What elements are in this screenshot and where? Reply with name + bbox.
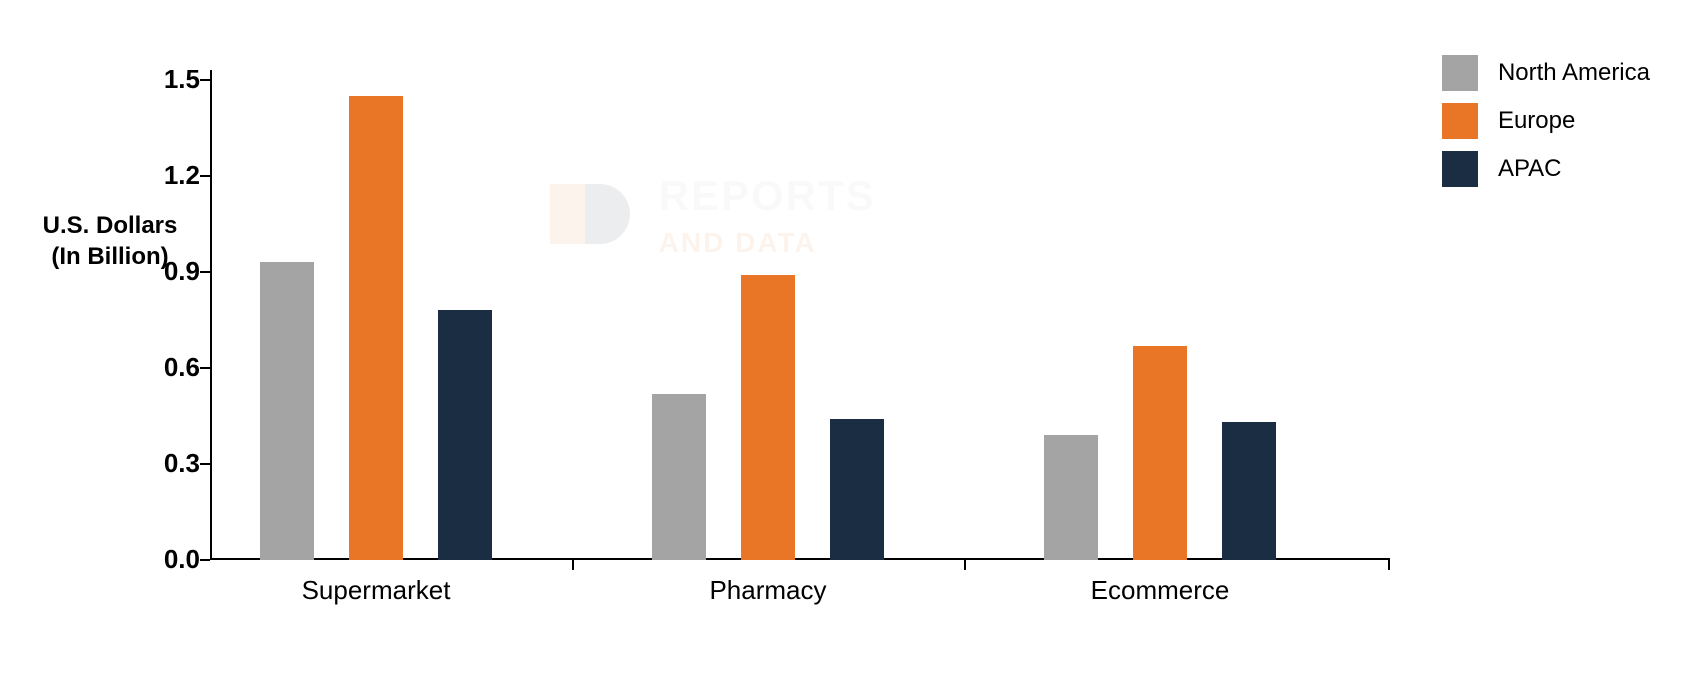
x-category-label: Supermarket [226,575,526,606]
y-tick-mark [200,367,210,369]
watermark: REPORTS AND DATA [550,175,876,259]
bar-ecommerce-apac [1222,422,1276,560]
y-axis-line [210,70,212,560]
bar-ecommerce-europe [1133,346,1187,560]
bar-ecommerce-north-america [1044,435,1098,560]
watermark-logo-icon [550,184,630,251]
y-tick-label: 0.9 [140,256,200,287]
y-tick-mark [200,271,210,273]
legend-label: North America [1498,59,1650,87]
y-tick-mark [200,463,210,465]
y-tick-mark [200,175,210,177]
bar-supermarket-north-america [260,262,314,560]
y-tick-label: 1.2 [140,160,200,191]
legend-swatch [1442,55,1478,91]
y-tick-label: 0.6 [140,352,200,383]
y-tick-label: 0.0 [140,544,200,575]
x-category-label: Ecommerce [1010,575,1310,606]
watermark-text-line1: REPORTS [659,172,876,219]
legend-item: North America [1442,55,1650,91]
legend-label: Europe [1498,107,1575,135]
y-tick-label: 0.3 [140,448,200,479]
bar-pharmacy-europe [741,275,795,560]
bar-supermarket-apac [438,310,492,560]
bar-supermarket-europe [349,96,403,560]
y-tick-mark [200,559,210,561]
legend: North America Europe APAC [1442,55,1650,199]
x-tick-mark [964,560,966,570]
y-axis-label-line1: U.S. Dollars [43,212,178,239]
x-tick-mark [572,560,574,570]
y-tick-label: 1.5 [140,64,200,95]
legend-item: Europe [1442,103,1650,139]
legend-label: APAC [1498,155,1562,183]
legend-swatch [1442,103,1478,139]
plot-area: REPORTS AND DATA SupermarketPharmacyEcom… [210,80,1390,560]
legend-item: APAC [1442,151,1650,187]
bar-pharmacy-north-america [652,394,706,560]
y-tick-mark [200,79,210,81]
legend-swatch [1442,151,1478,187]
x-category-label: Pharmacy [618,575,918,606]
chart-area: REPORTS AND DATA SupermarketPharmacyEcom… [210,80,1390,560]
bar-pharmacy-apac [830,419,884,560]
x-tick-mark [1388,560,1390,570]
watermark-text-line2: AND DATA [659,227,817,258]
